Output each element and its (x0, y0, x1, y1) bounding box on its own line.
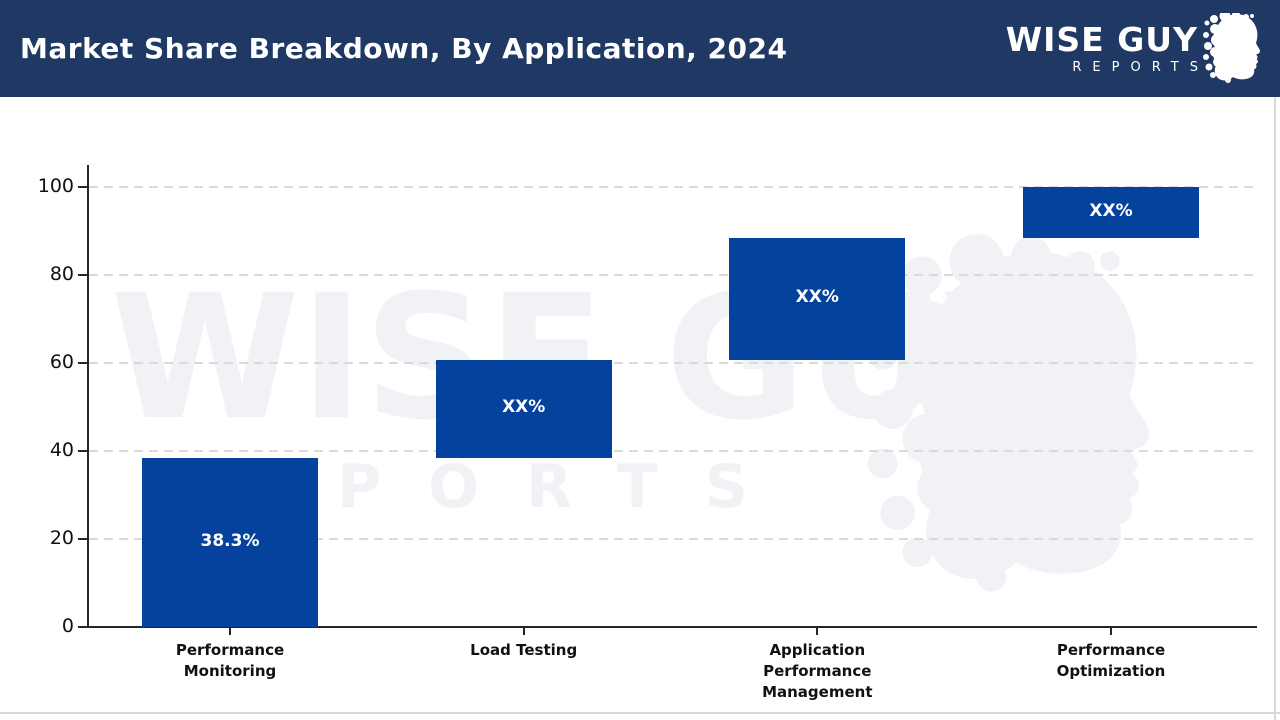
y-tick-label: 40 (49, 439, 74, 461)
bar-value-label: XX% (1089, 200, 1133, 221)
y-tick-label: 20 (49, 527, 74, 549)
bottom-border-line (0, 712, 1280, 714)
wise-guy-reports-logo: WISE GUY REPORTS (1006, 8, 1266, 90)
right-border-line (1274, 97, 1276, 720)
y-tick-label: 100 (37, 175, 74, 197)
y-axis-line (87, 165, 89, 628)
gridline (89, 274, 1253, 276)
bar-value-label: XX% (795, 287, 839, 308)
x-category-label: Load Testing (470, 641, 578, 659)
y-tick-label: 0 (61, 615, 74, 637)
x-tick-mark (229, 627, 231, 635)
bar-value-label: XX% (502, 397, 546, 418)
logo-brand-name: WISE GUY (1005, 19, 1198, 59)
header-bar: Market Share Breakdown, By Application, … (0, 0, 1280, 97)
y-tick-mark (78, 626, 88, 628)
y-tick-label: 60 (49, 351, 74, 373)
y-tick-mark (78, 186, 88, 188)
gridline (89, 538, 1253, 540)
chart-title: Market Share Breakdown, By Application, … (20, 32, 788, 65)
gridline (89, 362, 1253, 364)
y-tick-mark (78, 450, 88, 452)
x-category-label: Performance Monitoring (175, 641, 285, 680)
x-tick-mark (816, 627, 819, 635)
y-tick-mark (78, 274, 88, 276)
y-tick-label: 80 (49, 263, 74, 285)
x-tick-mark (522, 627, 525, 635)
bar-performance-optimization: XX% (1023, 187, 1199, 239)
gridline (89, 186, 1253, 188)
bar-value-label: 38.3% (200, 530, 260, 551)
x-tick-mark (1110, 627, 1112, 635)
y-tick-mark (78, 362, 88, 364)
x-category-label: Application Performance Management (762, 641, 873, 701)
bar-application-performance-management: XX% (729, 238, 906, 361)
x-category-label: Performance Optimization (1056, 641, 1166, 680)
bar-performance-monitoring: 38.3% (142, 458, 318, 627)
gridline (89, 450, 1253, 452)
logo-text: WISE GUY REPORTS (1005, 19, 1198, 75)
y-tick-mark (78, 538, 88, 540)
bar-load-testing: XX% (435, 360, 612, 459)
logo-reports-label: REPORTS (1072, 60, 1209, 76)
x-axis-line (87, 626, 1257, 628)
